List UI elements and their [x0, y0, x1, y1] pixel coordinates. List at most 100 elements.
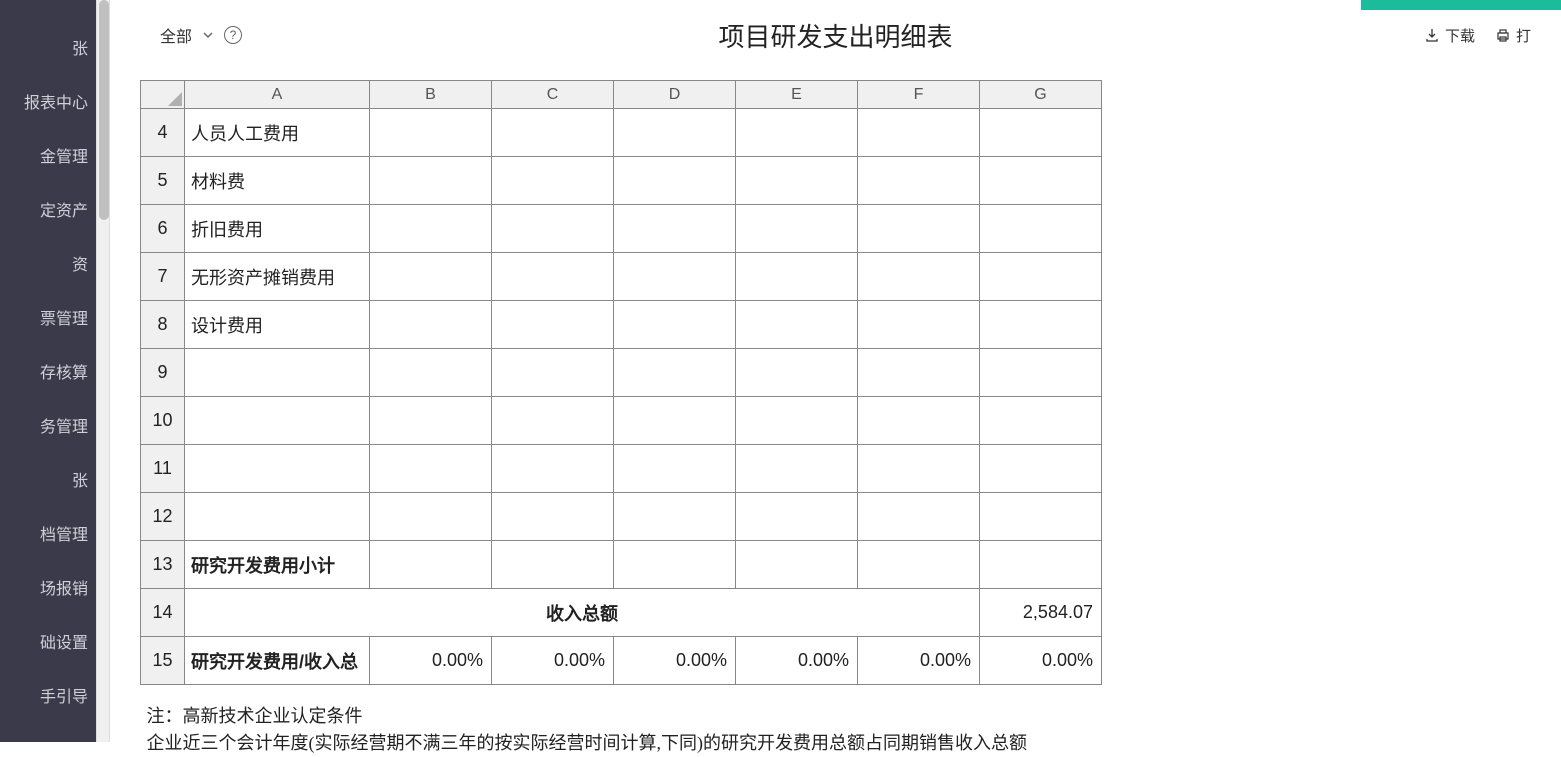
sidebar-item-12[interactable]: 手引导 [0, 668, 96, 722]
cell[interactable] [370, 301, 492, 349]
cell[interactable] [980, 349, 1102, 397]
cell-a[interactable]: 人员人工费用 [185, 109, 370, 157]
row-header[interactable]: 10 [141, 397, 185, 445]
cell[interactable] [492, 493, 614, 541]
sidebar-item-7[interactable]: 务管理 [0, 398, 96, 452]
cell[interactable] [980, 157, 1102, 205]
vertical-scrollbar[interactable] [96, 0, 110, 742]
cell[interactable] [370, 493, 492, 541]
cell-a[interactable]: 研究开发费用小计 [185, 541, 370, 589]
cell[interactable] [370, 445, 492, 493]
cell-a[interactable]: 无形资产摊销费用 [185, 253, 370, 301]
cell[interactable] [980, 109, 1102, 157]
sidebar-item-10[interactable]: 场报销 [0, 560, 96, 614]
ratio-cell[interactable]: 0.00% [858, 637, 980, 685]
cell[interactable] [614, 541, 736, 589]
scrollbar-thumb[interactable] [99, 0, 109, 220]
cell[interactable] [858, 109, 980, 157]
cell[interactable] [980, 541, 1102, 589]
income-total-label[interactable]: 收入总额 [185, 589, 980, 637]
ratio-cell[interactable]: 0.00% [370, 637, 492, 685]
cell[interactable] [492, 349, 614, 397]
cell[interactable] [980, 493, 1102, 541]
row-header[interactable]: 12 [141, 493, 185, 541]
spreadsheet[interactable]: A B C D E F G 4人员人工费用5材料费6折旧费用7无形资产摊销费用8… [140, 80, 1102, 757]
row-header[interactable]: 13 [141, 541, 185, 589]
cell-a[interactable] [185, 349, 370, 397]
cell[interactable] [736, 205, 858, 253]
cell[interactable] [370, 349, 492, 397]
cell[interactable] [736, 541, 858, 589]
cell[interactable] [980, 397, 1102, 445]
col-header-g[interactable]: G [980, 81, 1102, 109]
cell[interactable] [492, 397, 614, 445]
cell-a[interactable]: 材料费 [185, 157, 370, 205]
cell[interactable] [736, 301, 858, 349]
sidebar-item-2[interactable]: 金管理 [0, 128, 96, 182]
ratio-label[interactable]: 研究开发费用/收入总 [185, 637, 370, 685]
cell[interactable] [614, 397, 736, 445]
cell-a[interactable]: 设计费用 [185, 301, 370, 349]
cell[interactable] [858, 301, 980, 349]
cell[interactable] [614, 349, 736, 397]
cell[interactable] [736, 493, 858, 541]
cell[interactable] [858, 157, 980, 205]
cell[interactable] [858, 445, 980, 493]
ratio-cell[interactable]: 0.00% [614, 637, 736, 685]
cell[interactable] [370, 157, 492, 205]
print-button[interactable]: 打 [1495, 25, 1531, 46]
sidebar-item-3[interactable]: 定资产 [0, 182, 96, 236]
cell[interactable] [370, 205, 492, 253]
col-header-e[interactable]: E [736, 81, 858, 109]
ratio-cell[interactable]: 0.00% [736, 637, 858, 685]
cell-a[interactable] [185, 445, 370, 493]
download-button[interactable]: 下载 [1424, 25, 1475, 46]
cell[interactable] [614, 301, 736, 349]
cell[interactable] [614, 109, 736, 157]
sidebar-item-0[interactable]: 张 [0, 20, 96, 74]
col-header-c[interactable]: C [492, 81, 614, 109]
cell[interactable] [858, 349, 980, 397]
cell[interactable] [614, 445, 736, 493]
cell[interactable] [980, 445, 1102, 493]
cell[interactable] [736, 349, 858, 397]
col-header-d[interactable]: D [614, 81, 736, 109]
sidebar-item-9[interactable]: 档管理 [0, 506, 96, 560]
cell[interactable] [614, 157, 736, 205]
cell[interactable] [370, 109, 492, 157]
cell[interactable] [980, 253, 1102, 301]
cell[interactable] [858, 205, 980, 253]
col-header-f[interactable]: F [858, 81, 980, 109]
sidebar-item-1[interactable]: 报表中心 [0, 74, 96, 128]
sidebar-item-4[interactable]: 资 [0, 236, 96, 290]
row-header[interactable]: 7 [141, 253, 185, 301]
cell[interactable] [858, 397, 980, 445]
cell[interactable] [858, 253, 980, 301]
cell[interactable] [370, 541, 492, 589]
cell[interactable] [736, 157, 858, 205]
cell-a[interactable] [185, 493, 370, 541]
income-total-value[interactable]: 2,584.07 [980, 589, 1102, 637]
cell[interactable] [492, 205, 614, 253]
row-header[interactable]: 5 [141, 157, 185, 205]
sidebar-item-6[interactable]: 存核算 [0, 344, 96, 398]
cell[interactable] [492, 157, 614, 205]
col-header-b[interactable]: B [370, 81, 492, 109]
sidebar-item-8[interactable]: 张 [0, 452, 96, 506]
row-header[interactable]: 4 [141, 109, 185, 157]
sidebar-item-5[interactable]: 票管理 [0, 290, 96, 344]
cell[interactable] [492, 445, 614, 493]
cell[interactable] [492, 301, 614, 349]
row-header[interactable]: 11 [141, 445, 185, 493]
sidebar-item-11[interactable]: 础设置 [0, 614, 96, 668]
row-header[interactable]: 6 [141, 205, 185, 253]
cell[interactable] [858, 493, 980, 541]
cell[interactable] [492, 541, 614, 589]
help-icon[interactable]: ? [224, 26, 242, 44]
cell[interactable] [736, 445, 858, 493]
cell[interactable] [370, 397, 492, 445]
row-header[interactable]: 8 [141, 301, 185, 349]
corner-cell[interactable] [141, 81, 185, 109]
col-header-a[interactable]: A [185, 81, 370, 109]
cell[interactable] [614, 253, 736, 301]
